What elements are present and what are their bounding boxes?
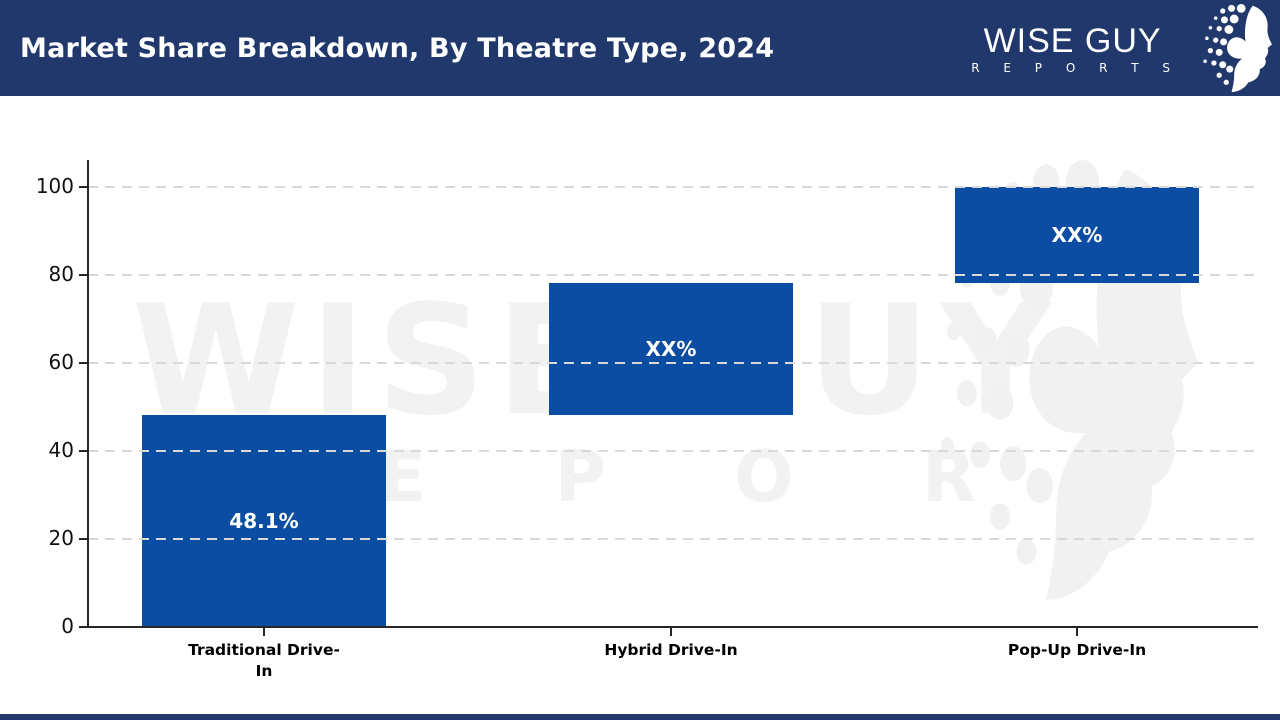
- bar-value-label: XX%: [1051, 222, 1103, 247]
- gridline-y-60: [88, 362, 1258, 364]
- x-category-label-2: Pop-Up Drive-In: [1007, 641, 1147, 659]
- y-tick-label-60: 60: [48, 350, 74, 374]
- bar-traditional-drive-in: 48.1%: [142, 415, 386, 627]
- x-axis-line: [87, 626, 1258, 628]
- brand-subtitle: R E P O R T S: [971, 60, 1180, 75]
- bar-pop-up-drive-in: XX%: [955, 187, 1199, 283]
- gridline-y-40: [88, 450, 1258, 452]
- bar-hybrid-drive-in: XX%: [549, 282, 793, 416]
- gridline-y-20: [88, 538, 1258, 540]
- brand-name: WISE GUY: [983, 21, 1162, 60]
- page-title: Market Share Breakdown, By Theatre Type,…: [20, 32, 775, 64]
- bar-value-label: 48.1%: [229, 509, 299, 534]
- x-tick-mark-2: [1076, 628, 1078, 636]
- y-tick-mark-80: [79, 274, 87, 276]
- y-tick-mark-20: [79, 538, 87, 540]
- x-tick-mark-0: [263, 628, 265, 636]
- brand-dotted-head-icon: [1182, 4, 1274, 92]
- x-category-label-0: Traditional Drive- In: [188, 641, 340, 680]
- y-tick-mark-40: [79, 450, 87, 452]
- y-tick-label-0: 0: [61, 614, 74, 638]
- y-tick-mark-0: [79, 626, 87, 628]
- y-tick-label-20: 20: [48, 526, 74, 550]
- gridline-y-100: [88, 186, 1258, 188]
- footer-strip: [0, 714, 1280, 720]
- y-axis-line: [87, 160, 89, 628]
- x-tick-mark-1: [670, 628, 672, 636]
- y-tick-label-40: 40: [48, 438, 74, 462]
- y-tick-label-80: 80: [48, 262, 74, 286]
- brand-logo-text: WISE GUY R E P O R T S: [965, 22, 1180, 75]
- y-tick-mark-100: [79, 186, 87, 188]
- plot-area: 48.1% XX% XX%: [88, 160, 1258, 627]
- y-tick-label-100: 100: [35, 174, 74, 198]
- gridline-y-80: [88, 274, 1258, 276]
- y-tick-mark-60: [79, 362, 87, 364]
- header-banner: Market Share Breakdown, By Theatre Type,…: [0, 0, 1280, 96]
- x-category-label-1: Hybrid Drive-In: [604, 641, 738, 659]
- bar-value-label: XX%: [645, 337, 697, 362]
- brand-logo: WISE GUY R E P O R T S: [965, 4, 1274, 92]
